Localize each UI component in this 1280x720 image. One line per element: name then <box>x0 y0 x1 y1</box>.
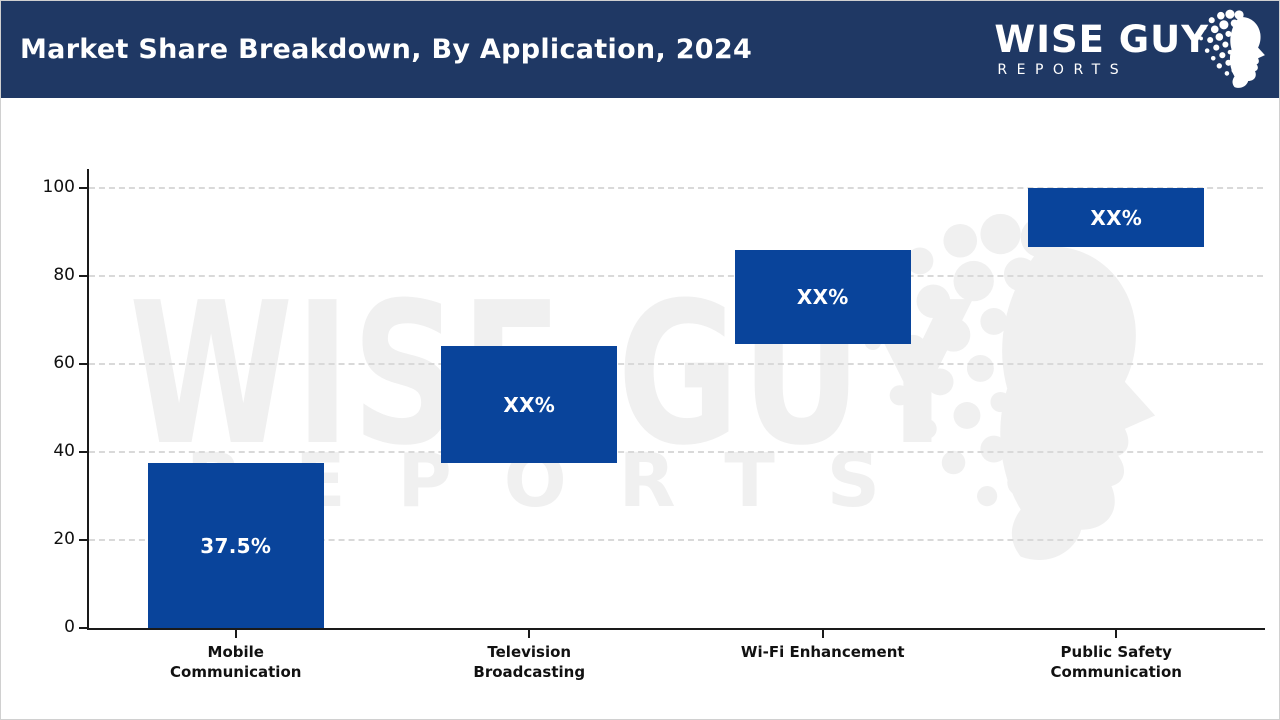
logo-brand-name: WISE GUY <box>994 18 1209 61</box>
gridline-60 <box>89 363 1263 365</box>
y-tick-100 <box>79 187 87 189</box>
gridline-100 <box>89 187 1263 189</box>
bar-value-label: 37.5% <box>200 533 272 558</box>
x-category-label-line: Mobile <box>207 643 264 661</box>
x-category-label-line: Broadcasting <box>473 663 586 681</box>
y-tick-label-80: 80 <box>53 265 75 285</box>
gridline-80 <box>89 275 1263 277</box>
x-category-label-1: Television Broadcasting <box>384 642 674 682</box>
y-tick-60 <box>79 363 87 365</box>
y-tick-label-100: 100 <box>42 177 75 197</box>
x-category-label-0: Mobile Communication <box>91 642 381 682</box>
bar-1: XX% <box>441 346 618 463</box>
x-category-label-line: Communication <box>170 663 302 681</box>
y-tick-0 <box>79 627 87 629</box>
x-axis-line <box>87 628 1265 630</box>
bar-0: 37.5% <box>147 463 324 628</box>
x-tick-0 <box>234 630 237 638</box>
bar-3: XX% <box>1028 188 1205 248</box>
x-category-label-line: Television <box>487 643 572 661</box>
y-tick-label-40: 40 <box>53 441 75 461</box>
y-tick-40 <box>79 451 87 453</box>
x-category-label-2: Wi-Fi Enhancement <box>678 642 968 662</box>
x-tick-3 <box>1115 630 1118 638</box>
y-tick-80 <box>79 275 87 277</box>
y-axis-line <box>87 169 89 630</box>
bar-2: XX% <box>734 249 911 345</box>
x-tick-2 <box>821 630 824 638</box>
x-category-label-line: Communication <box>1050 663 1182 681</box>
y-tick-label-0: 0 <box>64 617 75 637</box>
bar-value-label: XX% <box>796 284 849 309</box>
x-category-label-line: Wi-Fi Enhancement <box>740 643 905 661</box>
x-category-label-3: Public Safety Communication <box>971 642 1261 682</box>
chart-title: Market Share Breakdown, By Application, … <box>20 34 753 65</box>
x-tick-1 <box>528 630 531 638</box>
gridline-20 <box>89 539 1263 541</box>
header-band: Market Share Breakdown, By Application, … <box>1 1 1279 98</box>
bar-value-label: XX% <box>1090 205 1143 230</box>
y-tick-20 <box>79 539 87 541</box>
logo-brand-sub: REPORTS <box>997 62 1129 78</box>
gridline-40 <box>89 451 1263 453</box>
x-category-label-line: Public Safety <box>1060 643 1172 661</box>
y-tick-label-20: 20 <box>53 529 75 549</box>
wise-guy-logo: WISE GUY REPORTS <box>994 9 1271 93</box>
y-tick-label-60: 60 <box>53 353 75 373</box>
logo-text: WISE GUY REPORTS <box>994 21 1209 78</box>
bar-value-label: XX% <box>503 392 556 417</box>
logo-head-profile-icon <box>1199 9 1265 88</box>
